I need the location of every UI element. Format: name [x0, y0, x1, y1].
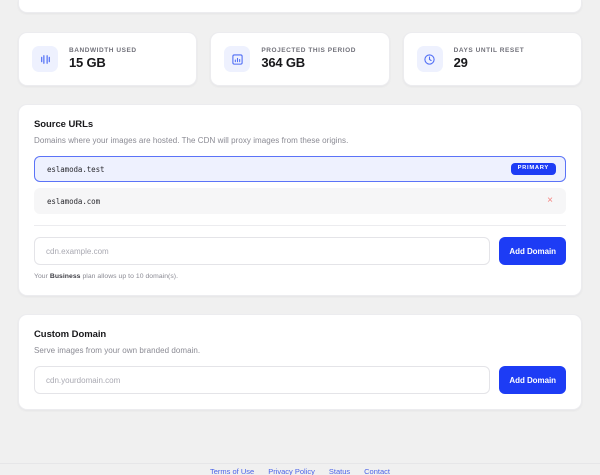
primary-badge: PRIMARY [510, 163, 556, 175]
plan-note: Your Business plan allows up to 10 domai… [34, 273, 566, 280]
plan-name: Business [49, 273, 81, 280]
footer-link[interactable]: Status [328, 466, 351, 475]
plan-note-prefix: Your [34, 273, 50, 280]
stat-value: 364 GB [261, 55, 305, 71]
plan-note-suffix: plan allows up to 10 domain(s). [80, 273, 179, 280]
footer-link[interactable]: Terms of Use [210, 466, 255, 475]
add-custom-domain-button[interactable]: Add Domain [499, 366, 566, 394]
stat-card-projected-this-period: PROJECTED THIS PERIOD 364 GB [210, 32, 390, 86]
bar-chart-icon [224, 46, 251, 72]
domain-row[interactable]: eslamoda.com × [34, 188, 566, 214]
stat-label: PROJECTED THIS PERIOD [261, 47, 356, 55]
clipped-card-above [18, 0, 582, 13]
source-urls-description: Domains where your images are hosted. Th… [34, 136, 349, 145]
domain-list: eslamoda.test PRIMARY eslamoda.com × [34, 156, 566, 214]
stat-label: DAYS UNTIL RESET [453, 47, 525, 55]
clock-icon [416, 46, 443, 72]
source-urls-title: Source URLs [34, 119, 94, 130]
domain-name: eslamoda.com [47, 196, 100, 206]
stat-value: 29 [453, 55, 468, 71]
custom-domain-input[interactable] [34, 366, 491, 394]
bandwidth-icon [32, 46, 58, 72]
domain-name: eslamoda.test [47, 164, 105, 174]
divider [34, 225, 566, 226]
source-urls-card: Source URLs Domains where your images ar… [18, 104, 582, 296]
footer-link[interactable]: Privacy Policy [268, 466, 315, 475]
source-domain-input[interactable] [34, 237, 491, 265]
add-source-domain-row: Add Domain [34, 237, 566, 265]
custom-domain-title: Custom Domain [34, 329, 107, 340]
add-custom-domain-row: Add Domain [34, 366, 566, 394]
footer-link[interactable]: Contact [364, 466, 390, 475]
footer: Terms of Use Privacy Policy Status Conta… [0, 463, 600, 475]
stat-label: BANDWIDTH USED [69, 47, 137, 55]
stat-card-bandwidth-used: BANDWIDTH USED 15 GB [18, 32, 198, 86]
custom-domain-description: Serve images from your own branded domai… [34, 346, 201, 355]
domain-row-primary[interactable]: eslamoda.test PRIMARY [34, 156, 566, 182]
stat-value: 15 GB [69, 55, 106, 71]
custom-domain-card: Custom Domain Serve images from your own… [18, 314, 582, 410]
stats-row: BANDWIDTH USED 15 GB PROJECTED THIS PERI… [18, 32, 582, 86]
add-source-domain-button[interactable]: Add Domain [499, 237, 566, 265]
stat-card-days-until-reset: DAYS UNTIL RESET 29 [402, 32, 582, 86]
remove-domain-icon[interactable]: × [544, 194, 556, 208]
